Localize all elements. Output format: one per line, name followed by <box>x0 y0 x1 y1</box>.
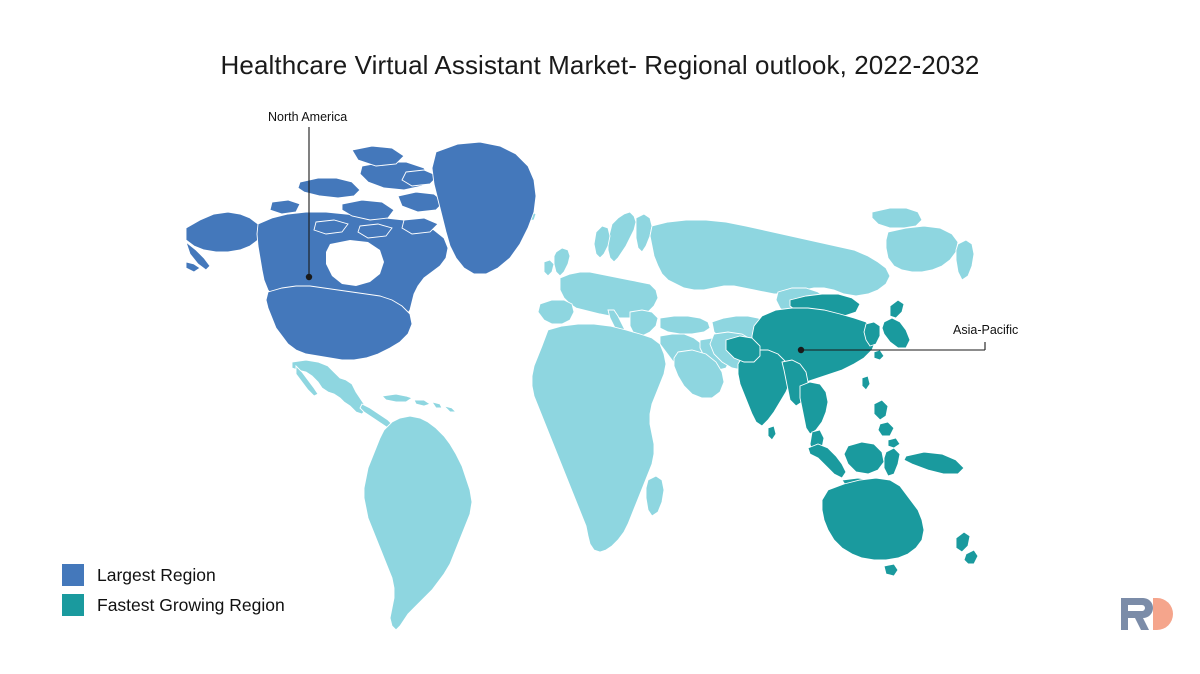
map-label-north-america: North America <box>268 110 348 124</box>
annotation-asia-pacific <box>797 342 986 354</box>
legend-item-largest-region: Largest Region <box>62 560 285 590</box>
legend-swatch-fastest-growing-region <box>62 594 84 616</box>
legend-label-largest-region: Largest Region <box>97 564 216 585</box>
map-region-largest <box>185 141 537 361</box>
logo-letter-d <box>1153 598 1173 630</box>
legend-swatch-largest-region <box>62 564 84 586</box>
legend: Largest Region Fastest Growing Region <box>62 560 285 620</box>
map-label-asia-pacific: Asia-Pacific <box>953 323 1019 337</box>
map-region-fastest <box>725 293 979 577</box>
brand-logo <box>1117 592 1187 636</box>
brand-logo-mark <box>1121 598 1173 630</box>
annotation-north-america <box>305 127 313 281</box>
logo-letter-r <box>1121 598 1153 630</box>
page-title: Healthcare Virtual Assistant Market- Reg… <box>220 50 980 80</box>
legend-label-fastest-growing-region: Fastest Growing Region <box>97 594 285 615</box>
legend-item-fastest-growing-region: Fastest Growing Region <box>62 590 285 620</box>
map-region-other <box>291 207 975 631</box>
